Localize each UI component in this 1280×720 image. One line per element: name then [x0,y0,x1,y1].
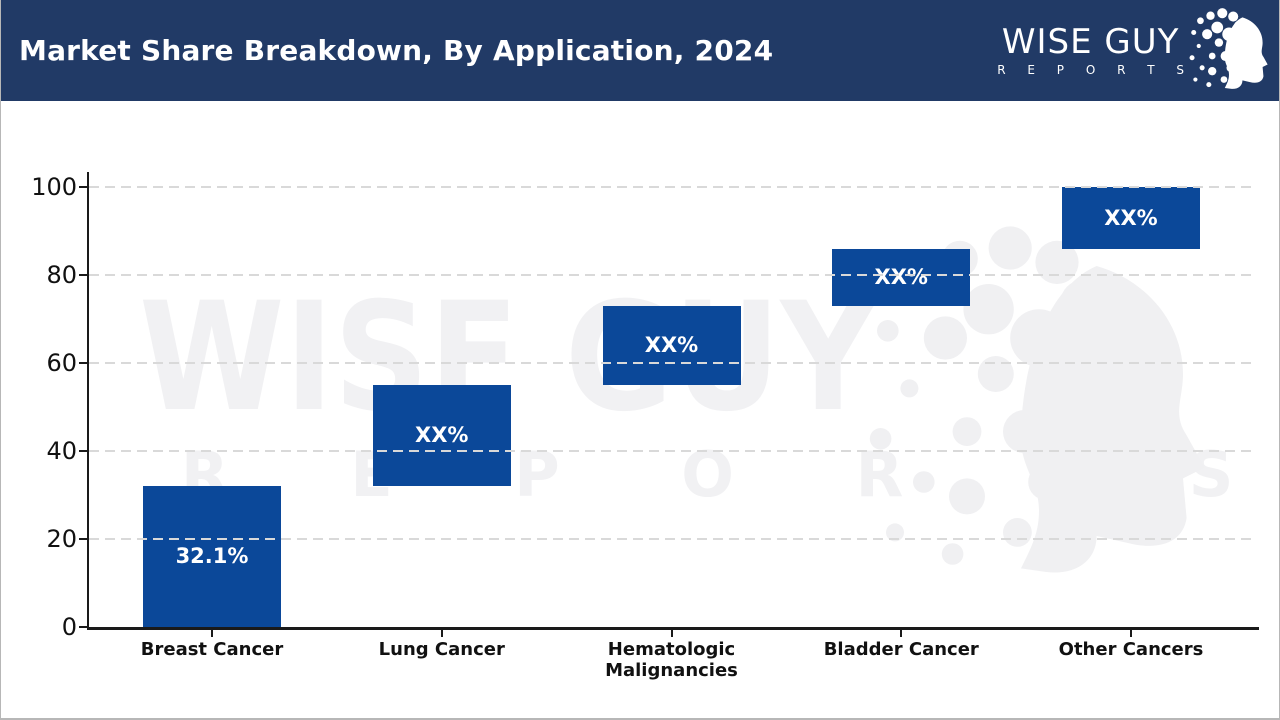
header-bar: Market Share Breakdown, By Application, … [1,0,1279,101]
gridline-20 [89,538,1257,540]
x-tick [670,630,673,637]
y-tick-label: 40 [46,437,77,465]
gridline-100 [89,186,1257,188]
gridline-80 [89,274,1257,276]
x-tick [900,630,903,637]
x-tick [440,630,443,637]
y-tick-60 [79,362,87,364]
y-tick-20 [79,538,87,540]
x-tick [1130,630,1132,637]
y-tick-100 [79,186,87,188]
x-axis-line [87,627,1259,630]
category-label: Bladder Cancer [823,639,979,660]
gridline-40 [89,450,1257,452]
gridline-60 [89,362,1257,364]
y-tick-0 [79,626,87,628]
y-tick-label: 60 [46,349,77,377]
y-tick-40 [79,450,87,452]
bar-value-label: 32.1% [175,544,249,569]
y-tick-80 [79,274,87,276]
y-axis-line [87,172,89,630]
brand-logo: WISE GUY R E P O R T S [988,5,1279,97]
y-tick-label: 0 [61,613,77,641]
x-tick [211,630,213,637]
bar-segment: XX% [372,385,511,486]
bar-segment: XX% [602,305,741,385]
bar-segment: XX% [832,248,971,306]
y-tick-label: 80 [46,261,77,289]
brand-logo-text: WISE GUY R E P O R T S [988,25,1193,77]
y-tick-label: 100 [31,173,77,201]
brand-logo-name: WISE GUY [1001,21,1180,62]
page-title: Market Share Breakdown, By Application, … [19,34,774,67]
bar-value-label: XX% [1104,205,1158,230]
category-label: Hematologic Malignancies [605,639,738,681]
category-label: Breast Cancer [140,639,284,660]
bar-segment: XX% [1062,187,1200,249]
category-label: Other Cancers [1058,639,1204,660]
bar-value-label: XX% [874,265,928,290]
y-tick-label: 20 [46,525,77,553]
bar-value-label: XX% [415,423,469,448]
head-profile-dots-icon [1189,7,1268,89]
bar-value-label: XX% [644,333,699,358]
brand-logo-subtext: R E P O R T S [997,62,1193,77]
bar-segment: 32.1% [143,485,281,627]
category-label: Lung Cancer [378,639,505,660]
